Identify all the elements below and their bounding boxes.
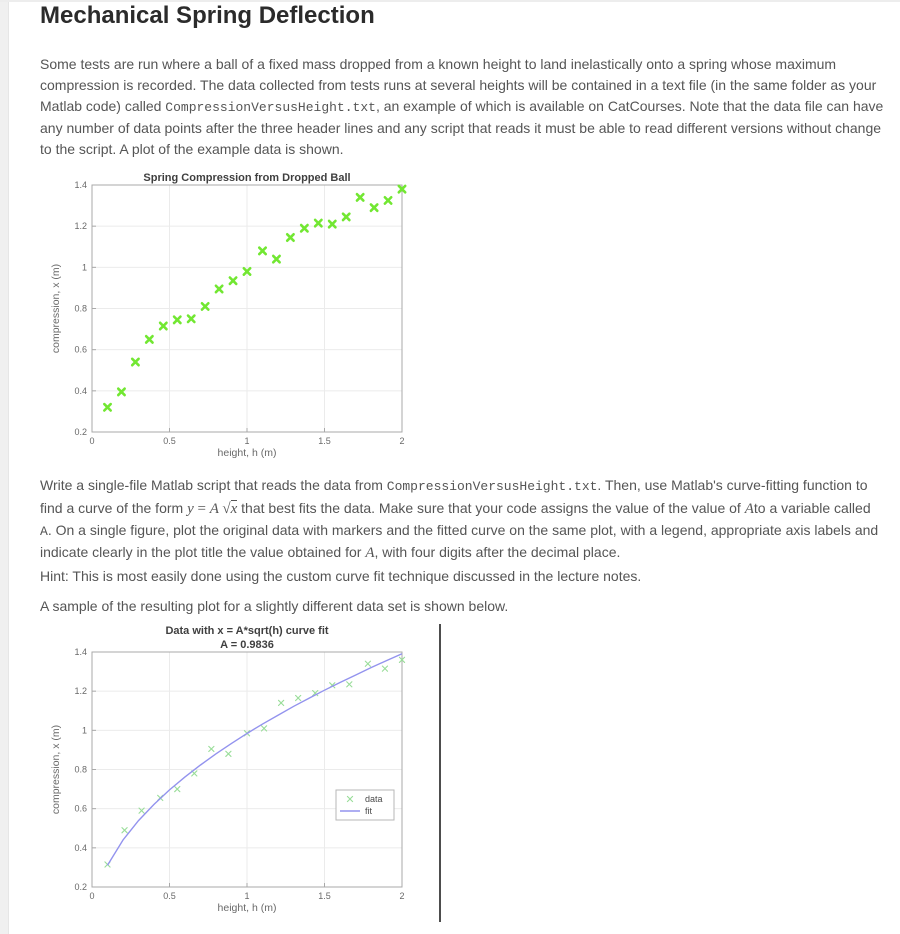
svg-text:fit: fit (365, 806, 373, 816)
page-edge-top (0, 0, 900, 2)
svg-text:0.5: 0.5 (163, 436, 176, 446)
svg-text:1: 1 (82, 725, 87, 735)
svg-text:0.6: 0.6 (74, 345, 87, 355)
svg-text:0: 0 (89, 891, 94, 901)
svg-text:0: 0 (89, 436, 94, 446)
svg-text:0.5: 0.5 (163, 891, 176, 901)
svg-text:0.4: 0.4 (74, 843, 87, 853)
svg-text:1.2: 1.2 (74, 221, 87, 231)
svg-text:0.8: 0.8 (74, 765, 87, 775)
svg-text:1: 1 (244, 891, 249, 901)
page-title: Mechanical Spring Deflection (40, 2, 375, 29)
svg-text:A = 0.9836: A = 0.9836 (220, 639, 274, 651)
chart-curve-fit: 0 0.5 1 1.5 2 0.2 0.4 0.6 0.8 1 1.2 1.4 Data with x … (50, 625, 406, 914)
task-paragraph: Write a single-file Matlab script that r… (40, 477, 879, 562)
svg-text:0.4: 0.4 (74, 386, 87, 396)
svg-text:compression, x (m): compression, x (m) (50, 264, 62, 353)
svg-text:data: data (365, 794, 383, 804)
svg-text:compression, x (m): compression, x (m) (50, 725, 62, 814)
svg-text:1.5: 1.5 (318, 891, 331, 901)
svg-text:2: 2 (399, 891, 404, 901)
svg-text:1.4: 1.4 (74, 647, 87, 657)
page-edge-left (0, 0, 9, 934)
svg-text:Spring Compression from Droppe: Spring Compression from Dropped Ball (143, 172, 350, 184)
svg-text:2: 2 (399, 436, 404, 446)
vertical-divider (439, 624, 441, 922)
chart-spring-compression: 0 0.5 1 1.5 2 0.2 0.4 0.6 0.8 1 1.2 1.4 Spring Compr… (50, 172, 407, 459)
svg-text:height, h (m): height, h (m) (218, 447, 277, 459)
svg-text:1: 1 (82, 262, 87, 272)
svg-text:height, h (m): height, h (m) (218, 902, 277, 914)
intro-paragraph: Some tests are run where a ball of a fix… (40, 56, 884, 158)
figure-curve-fit: 0 0.5 1 1.5 2 0.2 0.4 0.6 0.8 1 1.2 1.4 Data with x … (40, 622, 420, 922)
svg-text:1.4: 1.4 (74, 180, 87, 190)
svg-text:0.2: 0.2 (74, 427, 87, 437)
figure-spring-compression: 0 0.5 1 1.5 2 0.2 0.4 0.6 0.8 1 1.2 1.4 Spring Compr… (40, 170, 420, 463)
svg-text:0.8: 0.8 (74, 304, 87, 314)
svg-text:0.6: 0.6 (74, 804, 87, 814)
svg-text:Data with x = A*sqrt(h) curve: Data with x = A*sqrt(h) curve fit (165, 625, 328, 637)
svg-text:0.2: 0.2 (74, 882, 87, 892)
hint-paragraph: Hint: This is most easily done using the… (40, 568, 642, 584)
svg-text:1: 1 (244, 436, 249, 446)
svg-text:1.2: 1.2 (74, 686, 87, 696)
sample-note: A sample of the resulting plot for a sli… (40, 598, 509, 614)
svg-text:1.5: 1.5 (318, 436, 331, 446)
